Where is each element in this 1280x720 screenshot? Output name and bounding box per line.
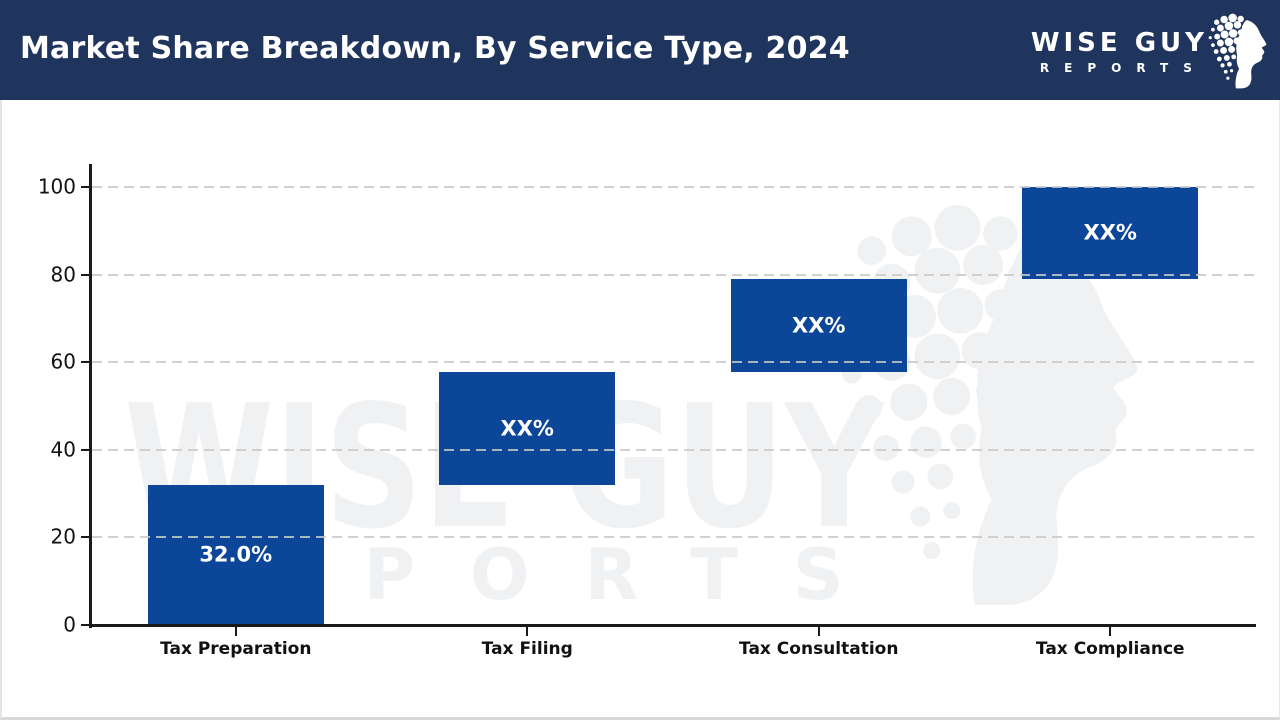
y-tick-label-100: 100 xyxy=(37,174,76,199)
x-tick-label-tax-consultation: Tax Consultation xyxy=(739,639,899,659)
y-tick-0 xyxy=(81,624,90,626)
gridline-y20 xyxy=(92,536,1256,539)
logo-wordmark: WISE GUY REPORTS xyxy=(1031,28,1208,75)
wiseguy-face-dots-icon xyxy=(1206,13,1270,89)
gridline-y100 xyxy=(92,186,1256,188)
x-tick-tax-filing xyxy=(526,627,529,636)
y-tick-label-40: 40 xyxy=(50,437,76,462)
page-title: Market Share Breakdown, By Service Type,… xyxy=(20,31,850,67)
logo-name: WISE GUY xyxy=(1030,27,1208,58)
report-header: Market Share Breakdown, By Service Type,… xyxy=(0,0,1280,100)
chart-area: WISE GUY REPORTS 0 20 40 60 80 100 32.0% Tax Pr… xyxy=(0,100,1280,720)
y-tick-60 xyxy=(81,361,90,364)
x-tick-label-tax-preparation: Tax Preparation xyxy=(160,639,312,659)
gridline-y80 xyxy=(92,273,1256,276)
y-tick-100 xyxy=(81,186,90,188)
y-tick-20 xyxy=(81,536,90,539)
bar-tax-consultation xyxy=(730,278,907,373)
y-tick-label-0: 0 xyxy=(63,612,76,637)
x-axis-line xyxy=(89,624,1256,627)
logo-subtext: REPORTS xyxy=(1039,60,1207,75)
y-tick-40 xyxy=(81,448,90,451)
wiseguy-logo: WISE GUY REPORTS xyxy=(1031,8,1270,94)
y-tick-label-20: 20 xyxy=(50,524,76,549)
x-tick-label-tax-compliance: Tax Compliance xyxy=(1035,639,1185,659)
y-axis-line xyxy=(89,164,92,628)
bar-tax-preparation xyxy=(147,484,324,625)
y-tick-label-60: 60 xyxy=(50,349,76,374)
gridline-y60 xyxy=(92,361,1256,364)
bar-value-label-tax-consultation: XX% xyxy=(792,313,846,338)
bar-tax-compliance xyxy=(1022,187,1199,279)
bar-value-label-tax-compliance: XX% xyxy=(1083,220,1137,245)
bar-value-label-tax-preparation: 32.0% xyxy=(199,542,273,567)
y-tick-80 xyxy=(81,273,90,276)
x-tick-tax-preparation xyxy=(234,627,237,636)
bar-value-label-tax-filing: XX% xyxy=(500,416,554,441)
x-tick-tax-compliance xyxy=(1109,627,1112,636)
x-tick-tax-consultation xyxy=(817,627,820,636)
bar-tax-filing xyxy=(439,372,616,485)
y-tick-label-80: 80 xyxy=(50,262,76,287)
x-tick-label-tax-filing: Tax Filing xyxy=(481,639,573,659)
gridline-y40 xyxy=(92,448,1256,451)
